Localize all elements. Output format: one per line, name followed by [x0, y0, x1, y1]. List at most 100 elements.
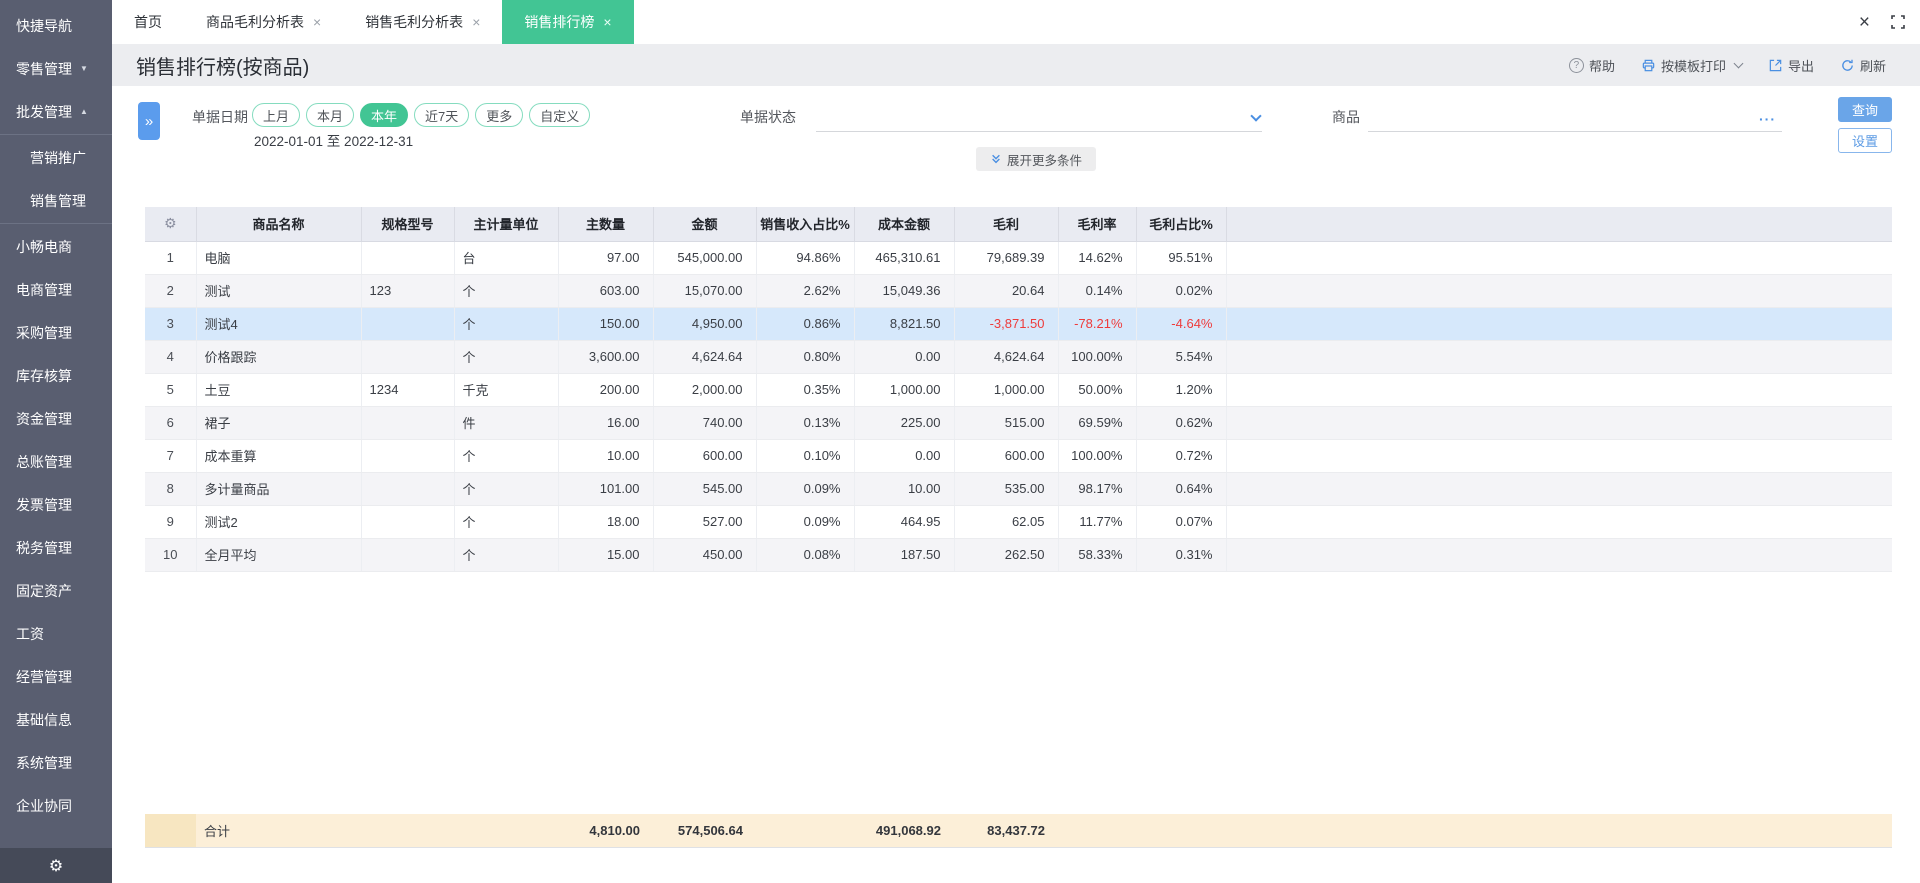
collapse-filter-button[interactable]: »: [138, 102, 160, 140]
total-cell: 4,810.00: [558, 814, 653, 848]
tab-active[interactable]: 销售排行榜 ×: [502, 0, 634, 44]
table-cell: 成本重算: [196, 439, 362, 473]
tab-close-icon[interactable]: ×: [603, 14, 612, 30]
refresh-label: 刷新: [1859, 58, 1886, 74]
date-preset-pill[interactable]: 自定义: [529, 103, 591, 127]
column-header[interactable]: 成本金额: [854, 207, 955, 242]
row-filler: [1226, 406, 1892, 440]
sidebar-item-label: 固定资产: [16, 582, 72, 599]
sidebar-item[interactable]: 销售管理: [0, 179, 112, 222]
column-header[interactable]: 毛利占比%: [1136, 207, 1227, 242]
tab-close-icon[interactable]: ×: [313, 14, 322, 30]
chevron-down-icon[interactable]: [1250, 110, 1262, 122]
table-row[interactable]: 6 裙子 件 16.00 740.00 0.13% 225.00 515.00 69.59% 0.…: [145, 406, 1892, 440]
sidebar-item[interactable]: 电商管理: [0, 268, 112, 311]
sidebar-item-label: 营销推广: [30, 149, 86, 166]
table-cell: [361, 505, 455, 539]
table-cell: 0.07%: [1136, 505, 1227, 539]
date-range-value[interactable]: 2022-01-01 至 2022-12-31: [254, 134, 414, 149]
tab-list: 首页 商品毛利分析表 × 销售毛利分析表 × 销售排行榜 ×: [112, 0, 634, 44]
column-header[interactable]: 金额: [653, 207, 757, 242]
sidebar-item[interactable]: 发票管理: [0, 483, 112, 526]
column-settings-header[interactable]: ⚙: [145, 207, 197, 242]
chevron-down-icon[interactable]: [1733, 58, 1744, 68]
column-header[interactable]: 毛利: [954, 207, 1059, 242]
sidebar-item[interactable]: 小畅电商: [0, 225, 112, 268]
column-header[interactable]: 销售收入占比%: [756, 207, 855, 242]
sidebar-item[interactable]: 经营管理: [0, 655, 112, 698]
table-row[interactable]: 5 土豆 1234 千克 200.00 2,000.00 0.35% 1,000.00 1,00…: [145, 373, 1892, 407]
expand-more-filters-button[interactable]: 展开更多条件: [976, 147, 1096, 171]
sidebar-item[interactable]: 基础信息: [0, 698, 112, 741]
settings-button[interactable]: 设置: [1838, 128, 1892, 153]
product-input[interactable]: ···: [1368, 100, 1782, 132]
header-filler: [1226, 207, 1892, 242]
printer-icon: [1642, 59, 1655, 71]
table-row[interactable]: 4 价格跟踪个 3,600.00 4,624.64 0.80% 0.00 4,624.64 1…: [145, 340, 1892, 374]
table-cell: 600.00: [954, 439, 1059, 473]
date-preset-pill[interactable]: 上月: [252, 103, 301, 127]
sidebar-item[interactable]: 固定资产: [0, 569, 112, 612]
table-cell: 62.05: [954, 505, 1059, 539]
page-title: 销售排行榜(按商品): [136, 56, 310, 79]
table-cell: 0.02%: [1136, 274, 1227, 308]
sidebar-item[interactable]: 资金管理: [0, 397, 112, 440]
sidebar-item[interactable]: 工资: [0, 612, 112, 655]
sidebar-item[interactable]: 企业协同: [0, 784, 112, 827]
column-header[interactable]: 主计量单位: [454, 207, 559, 242]
settings-gear-icon[interactable]: ⚙: [48, 857, 64, 875]
sidebar-item[interactable]: 营销推广: [0, 136, 112, 179]
table-cell: 个: [454, 274, 559, 308]
table-row[interactable]: 9 测试2 个 18.00 527.00 0.09% 464.95 62.05 11.77% 0.…: [145, 505, 1892, 539]
date-preset-pill[interactable]: 本月: [306, 103, 355, 127]
total-cell: [145, 814, 196, 848]
tab-1[interactable]: 商品毛利分析表 ×: [184, 0, 343, 44]
sidebar-item[interactable]: 采购管理: [0, 311, 112, 354]
table-cell: 740.00: [653, 406, 757, 440]
table-cell: 4,950.00: [653, 307, 757, 341]
table-cell: 测试4: [196, 307, 362, 341]
column-header[interactable]: 规格型号: [361, 207, 455, 242]
sidebar-item[interactable]: 税务管理: [0, 526, 112, 569]
fullscreen-icon[interactable]: [1890, 14, 1906, 30]
table-cell: 裙子: [196, 406, 362, 440]
sidebar-item[interactable]: 系统管理: [0, 741, 112, 784]
table-cell: 94.86%: [756, 241, 855, 275]
gear-icon[interactable]: ⚙: [163, 215, 177, 232]
tab-0[interactable]: 首页: [112, 0, 184, 44]
print-by-template-button[interactable]: 按模板打印: [1641, 56, 1744, 75]
column-header[interactable]: 毛利率: [1058, 207, 1137, 242]
sidebar-item[interactable]: 总账管理: [0, 440, 112, 483]
sidebar-item[interactable]: 批发管理 ▲: [0, 90, 112, 133]
table-row[interactable]: 7 成本重算个 10.00 600.00 0.10% 0.00 600.00 100.00% 0…: [145, 439, 1892, 473]
sidebar-item-label: 系统管理: [16, 754, 72, 771]
date-preset-pill[interactable]: 更多: [475, 103, 524, 127]
date-preset-pill[interactable]: 近7天: [414, 103, 470, 127]
more-options-icon[interactable]: ···: [1759, 111, 1776, 127]
tab-2[interactable]: 销售毛利分析表 ×: [343, 0, 502, 44]
table-row[interactable]: 10 全月平均 个 15.00 450.00 0.08% 187.50 262.50 58.33…: [145, 538, 1892, 572]
sidebar-item[interactable]: 零售管理 ▼: [0, 47, 112, 90]
sidebar-item[interactable]: 快捷导航: [0, 4, 112, 47]
export-button[interactable]: 导出: [1768, 56, 1814, 75]
table-cell: 1234: [361, 373, 455, 407]
table-cell: 测试: [196, 274, 362, 308]
table-row[interactable]: 1 电脑 台 97.00 545,000.00 94.86% 465,310.61 79,68…: [145, 241, 1892, 275]
tab-close-icon[interactable]: ×: [472, 14, 481, 30]
column-header[interactable]: 商品名称: [196, 207, 362, 242]
table-row[interactable]: 3 测试4 个 150.00 4,950.00 0.86% 8,821.50 -3,871.5…: [145, 307, 1892, 341]
help-button[interactable]: ? 帮助: [1568, 56, 1615, 75]
column-header[interactable]: 主数量: [558, 207, 654, 242]
table-cell: 4: [145, 340, 197, 374]
table-row[interactable]: 2 测试 123 个 603.00 15,070.00 2.62% 15,049.36 20.6…: [145, 274, 1892, 308]
close-icon[interactable]: ×: [1858, 11, 1870, 33]
table-row[interactable]: 8 多计量商品 个 101.00 545.00 0.09% 10.00 535.00 98.17…: [145, 472, 1892, 506]
sidebar-item[interactable]: 库存核算: [0, 354, 112, 397]
date-preset-pill[interactable]: 本年: [360, 103, 409, 127]
table-cell: 1.20%: [1136, 373, 1227, 407]
refresh-button[interactable]: 刷新: [1840, 56, 1886, 75]
status-select[interactable]: [816, 100, 1262, 132]
query-button[interactable]: 查询: [1838, 97, 1892, 122]
total-cell: [1058, 814, 1136, 848]
table-cell: 全月平均: [196, 538, 362, 572]
